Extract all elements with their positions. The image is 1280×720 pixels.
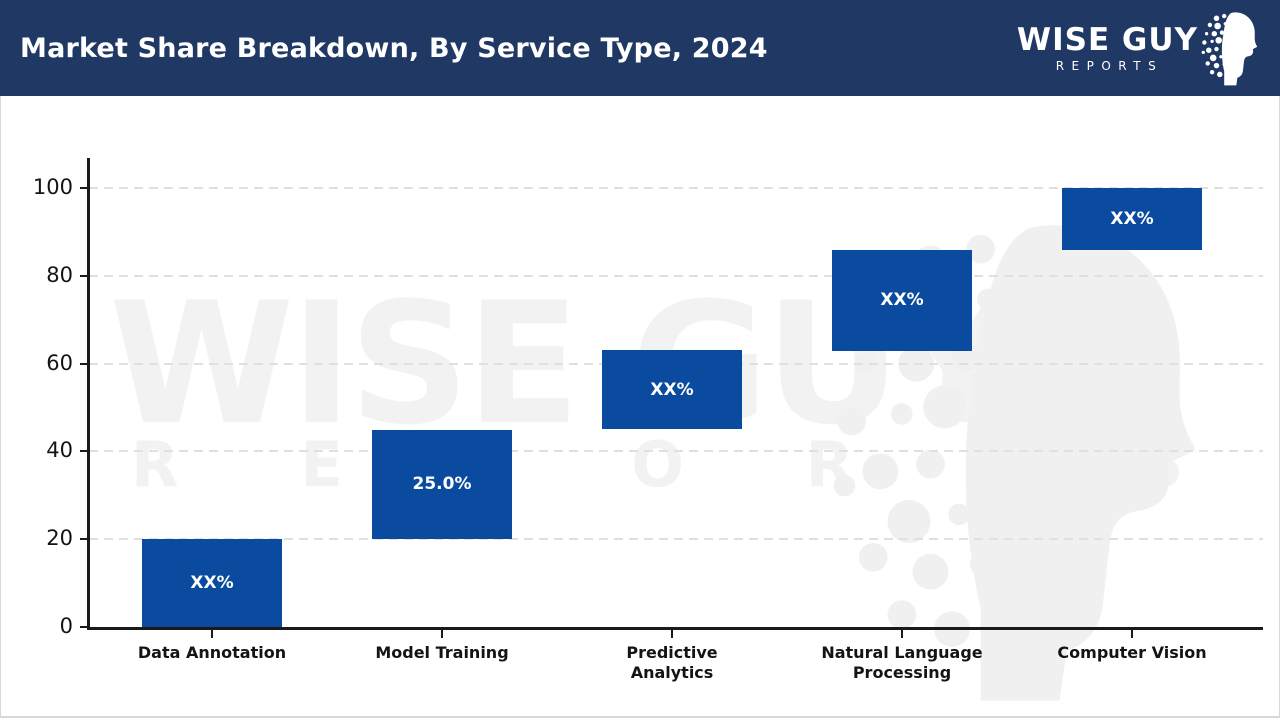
x-axis-tick — [671, 629, 673, 638]
logo-wordmark: WISE GUY REPORTS — [1016, 21, 1198, 73]
bar-value-label: XX% — [880, 290, 924, 310]
bar-segment: 25.0% — [372, 429, 512, 540]
gridline — [89, 538, 1263, 541]
x-axis-line — [87, 627, 1263, 630]
x-axis-tick — [1131, 629, 1133, 638]
y-axis-tick-label: 20 — [46, 526, 73, 551]
bar-segment: XX% — [142, 539, 282, 627]
y-axis-tick-label: 100 — [32, 175, 73, 199]
bar-value-label: XX% — [650, 379, 694, 400]
y-axis-tick — [80, 626, 89, 628]
y-axis-tick-label: 0 — [59, 614, 73, 638]
y-axis-tick-label: 80 — [46, 262, 73, 287]
y-axis-line — [87, 158, 90, 629]
bar-segment: XX% — [1062, 188, 1202, 250]
logo-head-icon — [1201, 12, 1258, 86]
x-axis-tick-label: Predictive Analytics — [626, 643, 718, 682]
y-axis-tick-label: 40 — [46, 438, 73, 463]
x-axis-tick — [211, 629, 213, 638]
x-axis-tick — [901, 629, 903, 638]
x-axis-tick-label: Model Training — [375, 643, 509, 662]
bar-value-label: XX% — [190, 573, 234, 594]
gridline — [89, 274, 1263, 277]
x-axis-tick-label: Data Annotation — [137, 643, 287, 662]
gridline — [89, 187, 1263, 189]
y-axis-tick-label: 60 — [46, 350, 73, 375]
bar-value-label: 25.0% — [412, 474, 472, 495]
y-axis-tick — [80, 187, 89, 189]
wise-guy-logo: WISE GUY REPORTS — [1017, 8, 1266, 88]
gridline — [89, 450, 1263, 453]
header-banner: Market Share Breakdown, By Service Type,… — [0, 0, 1280, 96]
chart-figure: WISE GUY R E P O R T S 0 20 40 60 80 100 XX% Da… — [0, 96, 1280, 718]
y-axis-tick — [80, 362, 89, 365]
x-axis-tick-label: Computer Vision — [1057, 643, 1207, 662]
bar-value-label: XX% — [1110, 208, 1154, 229]
x-axis-tick-label: Natural Language Processing — [821, 643, 983, 682]
bar-segment: XX% — [602, 350, 742, 430]
x-axis-tick — [441, 629, 443, 638]
page-title: Market Share Breakdown, By Service Type,… — [20, 32, 768, 64]
logo-wordmark-sub: REPORTS — [1055, 58, 1164, 73]
logo-wordmark-main: WISE GUY — [1016, 21, 1198, 58]
y-axis-tick — [80, 450, 89, 453]
bar-segment: XX% — [832, 249, 972, 351]
y-axis-tick — [80, 538, 89, 541]
y-axis-tick — [80, 274, 89, 277]
